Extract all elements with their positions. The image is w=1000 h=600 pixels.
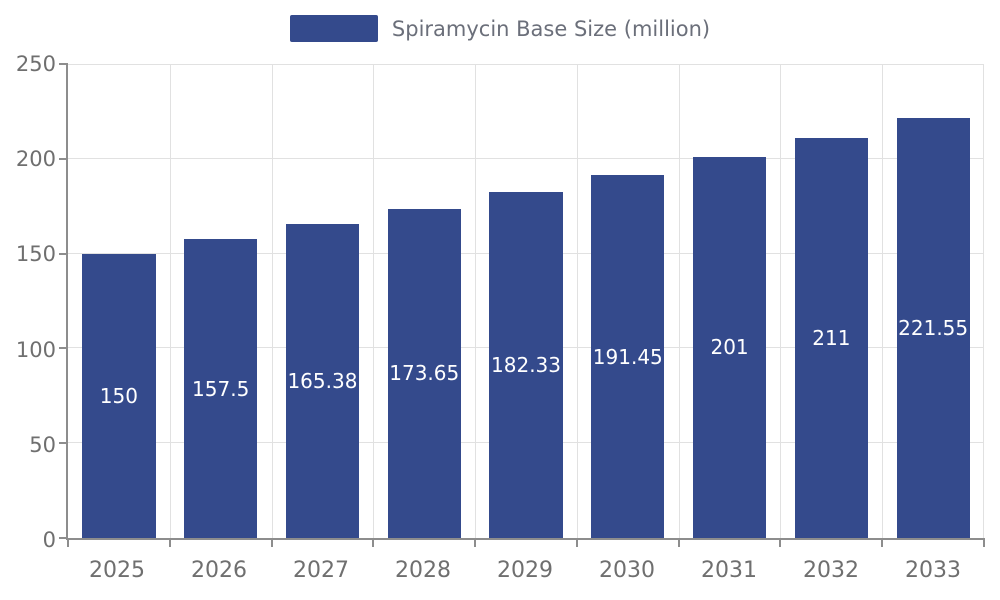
y-axis-tick [59, 442, 68, 445]
v-gridline [576, 64, 578, 538]
bar-value-label: 211 [812, 325, 851, 350]
x-axis-tick [67, 538, 69, 547]
bar: 165.38 [285, 224, 360, 538]
v-gridline [169, 64, 171, 538]
y-tick-label: 150 [15, 242, 56, 267]
x-tick-label: 2033 [905, 558, 961, 583]
y-tick-label: 0 [42, 528, 56, 552]
x-axis-tick [168, 538, 171, 547]
x-tick-label: 2030 [599, 558, 655, 583]
y-axis-tick [59, 252, 68, 255]
h-gridline [68, 157, 984, 159]
bar-band: 165.38 [272, 64, 374, 538]
bar-value-label: 221.55 [898, 315, 969, 340]
v-gridline [983, 64, 984, 538]
x-axis-tick [677, 538, 680, 547]
bar-value-label: 157.5 [192, 376, 250, 401]
x-axis-tick [372, 538, 375, 547]
x-axis-tick [983, 538, 985, 547]
x-tick-label: 2026 [191, 558, 247, 583]
bar-value-label: 201 [710, 335, 749, 360]
y-axis-tick [59, 537, 68, 539]
bar-band: 201 [679, 64, 781, 538]
bar: 211 [794, 137, 868, 538]
bar: 182.33 [489, 192, 563, 538]
bar-value-label: 173.65 [389, 361, 460, 386]
bar-band: 173.65 [373, 64, 475, 538]
legend-label: Spiramycin Base Size (million) [391, 16, 711, 41]
bar-value-label: 191.45 [592, 344, 663, 369]
h-gridline [68, 64, 984, 65]
legend[interactable]: Spiramycin Base Size (million) [0, 15, 1000, 42]
y-axis-tick [59, 157, 68, 160]
bar: 191.45 [591, 175, 665, 538]
y-axis-tick [59, 63, 68, 65]
bar: 201 [692, 156, 767, 538]
y-tick-label: 200 [15, 147, 56, 172]
v-gridline [882, 64, 884, 538]
x-tick-label: 2032 [803, 558, 859, 583]
legend-swatch-icon [289, 15, 378, 42]
v-gridline [475, 64, 477, 538]
bar: 157.5 [184, 239, 258, 538]
x-tick-label: 2028 [395, 558, 451, 583]
y-axis: 0 50 100 150 200 250 [0, 52, 56, 552]
bar-band: 157.5 [170, 64, 272, 538]
bar-band: 211 [780, 64, 882, 538]
bar-layer: 150 157.5 165.38 173.65 182.33 191.45 201 211 22… [68, 64, 984, 538]
x-axis-tick [575, 538, 578, 547]
v-gridline [780, 64, 782, 538]
y-tick-label: 100 [15, 337, 56, 362]
bar-band: 191.45 [577, 64, 679, 538]
x-axis-tick [474, 538, 477, 547]
bar: 173.65 [387, 208, 461, 538]
y-tick-label: 50 [29, 432, 56, 457]
x-axis-tick [881, 538, 884, 547]
bar-value-label: 165.38 [287, 369, 358, 394]
plot-area: 150 157.5 165.38 173.65 182.33 191.45 201 211 22… [59, 63, 985, 547]
v-gridline [271, 64, 273, 538]
x-axis-tick [779, 538, 782, 547]
bar-value-label: 182.33 [491, 353, 562, 378]
x-tick-label: 2031 [701, 558, 757, 583]
v-gridline [373, 64, 375, 538]
x-tick-label: 2027 [293, 558, 349, 583]
bar: 150 [82, 253, 156, 538]
bar-band: 182.33 [475, 64, 577, 538]
x-tick-label: 2025 [89, 558, 145, 583]
x-axis-tick [270, 538, 273, 547]
x-tick-label: 2029 [497, 558, 553, 583]
x-axis: 2025 2026 2027 2028 2029 2030 2031 2032 2033 [66, 542, 984, 583]
bar-band: 221.55 [882, 64, 984, 538]
bar-value-label: 150 [99, 383, 138, 408]
v-gridline [678, 64, 680, 538]
bar-band: 150 [68, 64, 170, 538]
bar: 221.55 [896, 117, 970, 538]
y-tick-label: 250 [15, 52, 56, 76]
y-axis-tick [59, 347, 68, 350]
